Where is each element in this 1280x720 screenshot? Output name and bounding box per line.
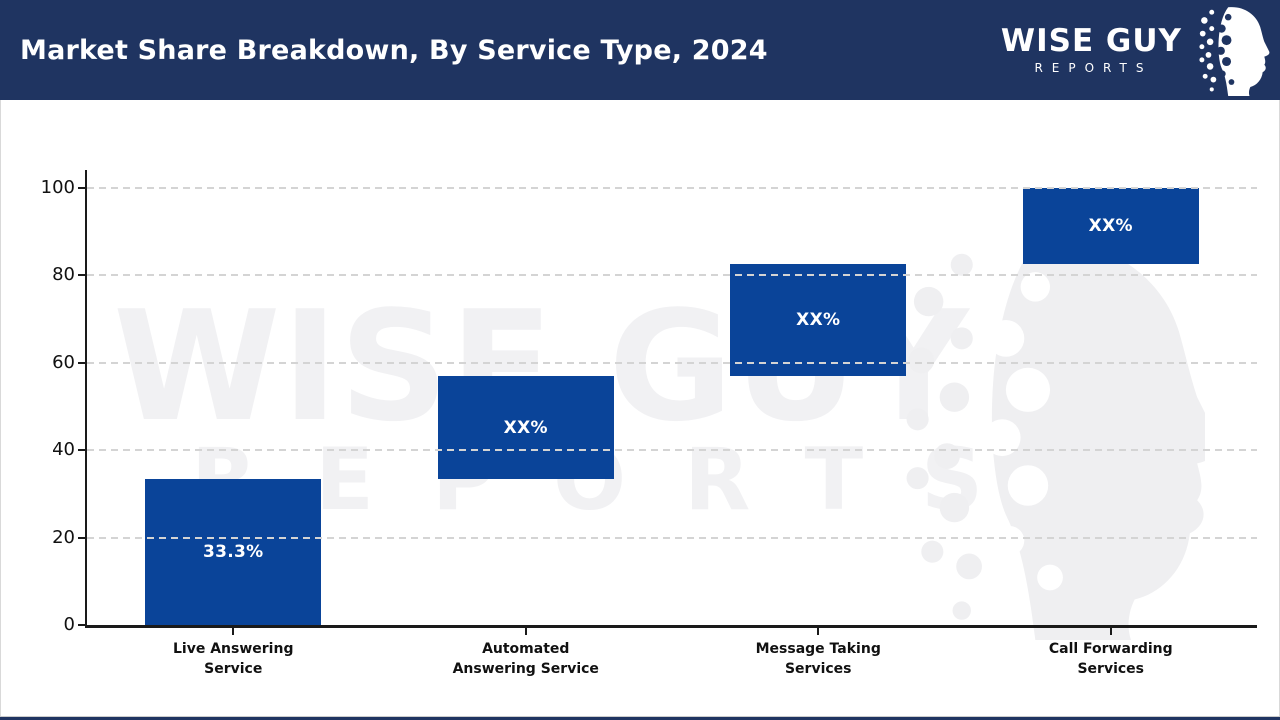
y-axis-spine (85, 170, 87, 628)
gridline-y-40 (87, 449, 1257, 452)
y-tick-40 (78, 449, 86, 452)
brand-wordmark: WISE GUY REPORTS (1000, 22, 1182, 75)
y-tick-80 (78, 274, 86, 277)
y-tick-0 (78, 624, 86, 626)
y-tick-label-100: 100 (40, 177, 75, 198)
chart-canvas: WISE GUY REPORTS 0 20 40 60 80 100 33.3% Live A… (0, 100, 1280, 716)
footer-bar (0, 717, 1280, 720)
x-axis-spine (85, 625, 1257, 628)
watermark-head-icon (906, 241, 1205, 640)
y-tick-20 (78, 536, 86, 539)
x-category-label-4: Call Forwarding Services (1048, 641, 1173, 678)
chart-title: Market Share Breakdown, By Service Type,… (20, 34, 768, 66)
head-profile-logo-icon (1199, 7, 1270, 96)
bar-value-label: XX% (503, 417, 548, 438)
y-tick-label-20: 20 (52, 526, 75, 548)
bar-value-label: XX% (796, 310, 841, 331)
bar-1: 33.3% (145, 479, 322, 625)
x-tick-4 (1109, 627, 1112, 635)
bar-value-label: 33.3% (203, 542, 264, 563)
brand-name: WISE GUY (1000, 22, 1182, 59)
bar-4: XX% (1022, 188, 1199, 265)
bar-2: XX% (437, 375, 614, 480)
footer-divider (0, 716, 1280, 717)
x-tick-3 (817, 627, 820, 635)
x-category-label-3: Message Taking Services (755, 641, 881, 678)
x-category-label-1: Live Answering Service (173, 641, 294, 678)
bar-value-label: XX% (1088, 216, 1133, 237)
gridline-y-80 (87, 274, 1257, 277)
bar-3: XX% (730, 264, 907, 376)
y-tick-label-80: 80 (52, 264, 75, 286)
brand-logo: WISE GUY REPORTS (1001, 0, 1272, 100)
y-tick-label-60: 60 (52, 351, 75, 373)
gridline-y-20 (87, 536, 1257, 539)
gridline-y-60 (87, 361, 1257, 364)
brand-subtitle: REPORTS (1034, 60, 1153, 75)
x-tick-2 (524, 627, 527, 635)
x-category-label-2: Automated Answering Service (452, 641, 599, 678)
y-tick-label-40: 40 (52, 439, 75, 461)
gridline-y-100 (87, 187, 1257, 189)
header-bar: Market Share Breakdown, By Service Type,… (0, 0, 1280, 100)
y-tick-100 (78, 187, 86, 189)
x-tick-1 (232, 627, 235, 635)
y-tick-60 (78, 361, 86, 364)
y-tick-label-0: 0 (63, 614, 75, 635)
